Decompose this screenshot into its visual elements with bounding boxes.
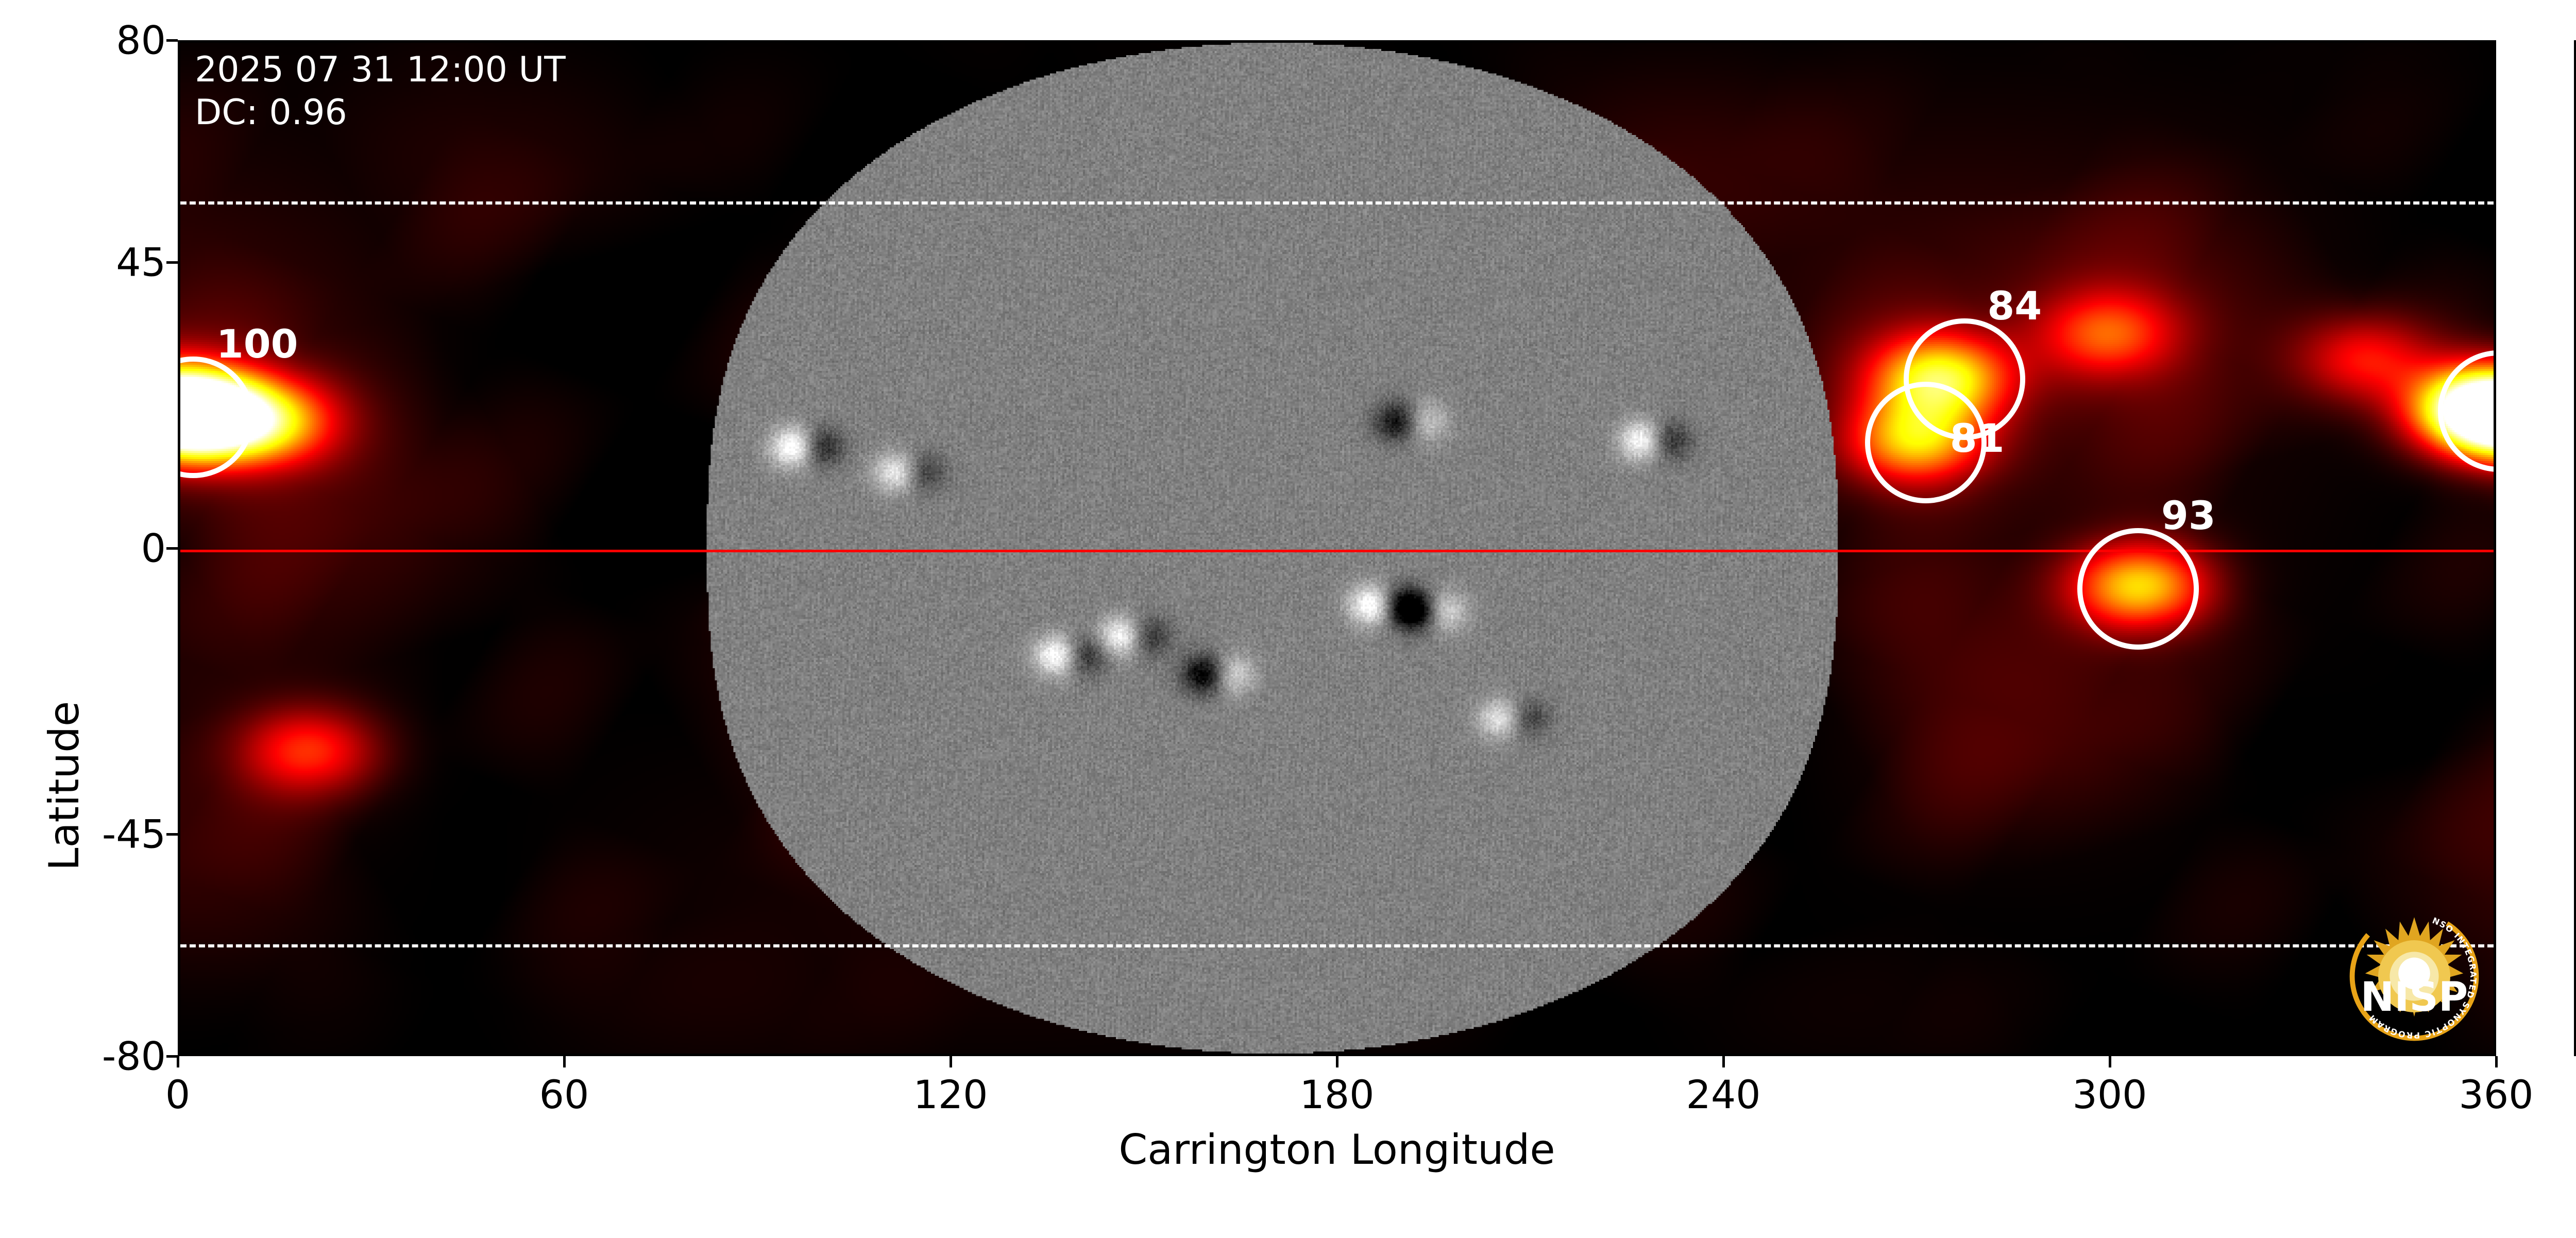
x-tick-label: 360 — [2459, 1072, 2534, 1117]
south-polar-dashed-line — [180, 944, 2494, 948]
x-tick — [1336, 1056, 1338, 1067]
x-axis-label: Carrington Longitude — [1118, 1126, 1555, 1174]
y-tick — [166, 833, 178, 836]
north-polar-dashed-line — [180, 201, 2494, 205]
timestamp-overlay: 2025 07 31 12:00 UT DC: 0.96 — [195, 49, 566, 134]
x-tick-label: 120 — [913, 1072, 988, 1117]
x-tick — [2495, 1056, 2498, 1067]
nisp-logo: NSO INTEGRATED SYNOPTIC PROGRAM NISP — [2342, 904, 2486, 1048]
active-region-label: 93 — [2161, 492, 2216, 538]
x-tick-label: 300 — [2072, 1072, 2147, 1117]
equator-line — [180, 550, 2494, 552]
y-tick-label: 45 — [116, 239, 166, 285]
y-tick — [166, 547, 178, 550]
nisp-logo-icon: NSO INTEGRATED SYNOPTIC PROGRAM NISP — [2349, 911, 2479, 1041]
x-tick — [177, 1056, 179, 1067]
farside-colorbar — [2574, 40, 2576, 1056]
y-tick-label: -45 — [101, 811, 166, 857]
synoptic-map-axes: 100 84 81 93 2025 07 31 12:00 UT DC: 0.96 — [178, 40, 2496, 1056]
y-tick — [166, 39, 178, 42]
x-tick — [563, 1056, 566, 1067]
active-region-label: 81 — [1950, 415, 2005, 462]
duty-cycle-text: DC: 0.96 — [195, 92, 347, 133]
active-region-circle — [2077, 528, 2199, 650]
active-region-label: 84 — [1987, 283, 2042, 329]
x-tick-label: 180 — [1299, 1072, 1375, 1117]
nisp-wordmark: NISP — [2361, 974, 2468, 1021]
x-tick — [950, 1056, 952, 1067]
x-tick — [1722, 1056, 1725, 1067]
map-canvas: 100 84 81 93 2025 07 31 12:00 UT DC: 0.96 — [180, 43, 2494, 1054]
y-tick-label: 80 — [116, 17, 166, 63]
y-axis-label: Latitude — [40, 701, 88, 871]
x-tick-label: 60 — [539, 1072, 589, 1117]
x-tick-label: 240 — [1686, 1072, 1761, 1117]
active-region-label: 100 — [216, 321, 298, 367]
x-tick-label: 0 — [165, 1072, 191, 1117]
y-tick-label: 0 — [141, 525, 166, 571]
x-tick — [2109, 1056, 2111, 1067]
timestamp-text: 2025 07 31 12:00 UT — [195, 49, 566, 90]
y-tick — [166, 1055, 178, 1058]
y-tick-label: -80 — [101, 1033, 166, 1079]
y-tick — [166, 261, 178, 264]
active-region-circle — [1865, 382, 1987, 504]
